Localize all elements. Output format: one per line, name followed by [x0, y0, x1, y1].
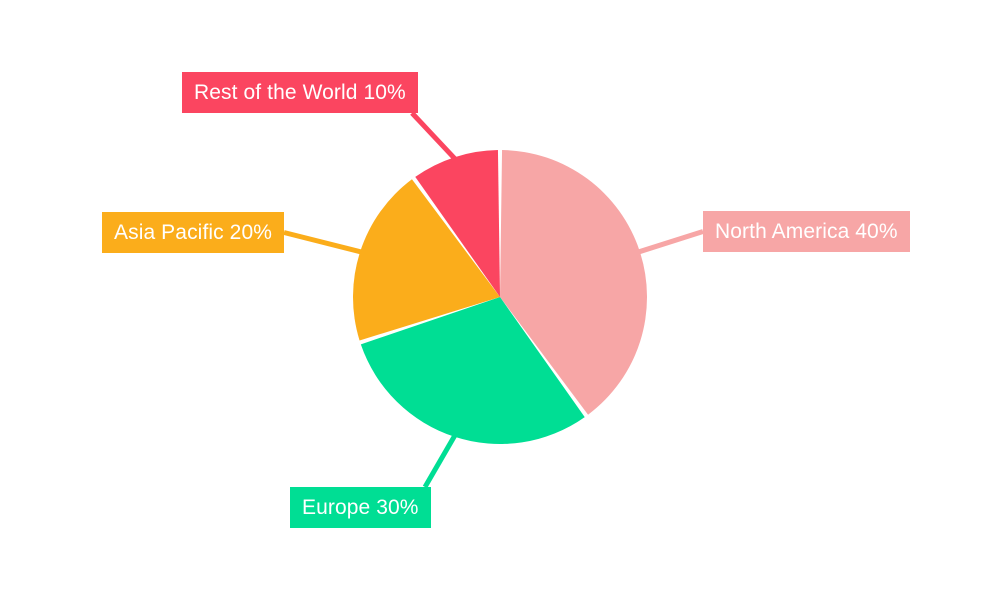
pie-slice-north-america[interactable]: [500, 150, 648, 415]
leader-lines: [283, 111, 704, 489]
slice-label-asia-pacific-text: Asia Pacific 20%: [114, 221, 273, 244]
pie-slice-asia-pacific[interactable]: [352, 179, 500, 341]
leader-line-asia-pacific: [283, 230, 363, 255]
slice-label-rest-of-the-world[interactable]: Rest of the World 10%: [182, 72, 418, 113]
slice-label-asia-pacific[interactable]: Asia Pacific 20%: [102, 212, 285, 253]
slice-label-north-america-text: North America 40%: [715, 220, 898, 243]
pie-slices-group: [352, 150, 648, 445]
slice-label-north-america[interactable]: North America 40%: [703, 211, 910, 252]
slice-label-europe-text: Europe 30%: [302, 496, 419, 519]
pie-slice-europe[interactable]: [360, 297, 585, 445]
slice-label-rest-of-the-world-text: Rest of the World 10%: [194, 81, 406, 104]
leader-line-rest-of-the-world: [410, 111, 458, 161]
slice-label-europe[interactable]: Europe 30%: [290, 487, 431, 528]
leader-line-europe: [422, 433, 458, 489]
pie-slice-rest-of-the-world[interactable]: [415, 150, 500, 297]
leader-line-north-america: [637, 229, 704, 255]
